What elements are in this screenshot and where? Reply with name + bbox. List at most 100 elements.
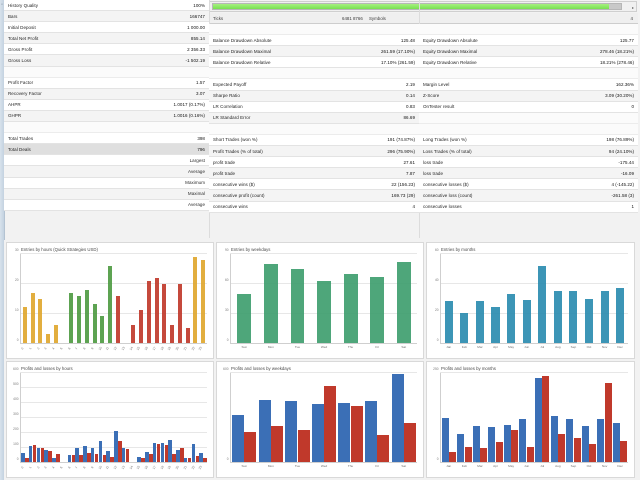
stat-value: -1 502.19 [185,58,205,64]
table-row[interactable]: consecutive profit (count) 169.73 (29) [209,190,419,202]
table-row[interactable]: Gross Profit 2 356.33 [4,44,209,56]
table-row[interactable]: Recovery Factor 3.07 [4,88,209,100]
table-row[interactable]: Initial Deposit 1 000.00 [4,22,209,34]
chart-bar [403,422,416,462]
stat-value: 0.14 [406,93,415,99]
stat-label: consecutive losses ($) [423,181,469,187]
chart-profits-losses-by-months[interactable]: Profits and losses by months 0 250 Jan Feb Ma… [426,361,635,478]
table-row[interactable]: Balance Drawdown Maximal 261.59 (17.10%) [209,46,419,58]
table-row[interactable]: consecutive wins ($) 22 (156.23) [209,179,419,191]
chart-x-tick-label: Oct [586,345,592,349]
table-row[interactable]: Balance Drawdown Absolute 125.48 [209,35,419,47]
table-row[interactable]: History Quality 100% [4,0,209,12]
table-row[interactable]: Profit Trades (% of total) 296 (75.90%) [209,146,419,158]
ticks-value: 6481 8766 [342,15,363,21]
stat-label: Maximum [185,180,205,186]
table-row[interactable]: OnTester result 0 [419,101,638,113]
chart-x-tick-label: Jan [446,345,452,349]
chart-bar [114,430,118,462]
table-row[interactable]: AHPR 1.0017 (0.17%) [4,99,209,111]
chart-profits-losses-by-hours[interactable]: Profits and losses by hours 0 100 200 300 400… [6,361,214,478]
chart-bar [160,442,165,462]
chart-profits-losses-by-weekdays[interactable]: Profits and losses by weekdays 0 600 Sun Mon… [216,361,424,478]
table-row[interactable] [419,68,638,80]
table-row[interactable]: Equity Drawdown Absolute 125.77 [419,35,638,47]
table-row[interactable]: Average [4,199,209,211]
table-row[interactable]: consecutive loss (count) -261.58 (3) [419,190,638,202]
table-row[interactable]: Gross Loss -1 502.19 [4,55,209,67]
chart-title: Profits and losses by hours [21,366,73,371]
chart-y-axis [440,254,441,344]
table-row[interactable]: Equity Drawdown Relative 18.21% (278.46) [419,57,638,69]
table-row[interactable]: Short Trades (won %) 191 (74.87%) [209,134,419,147]
chart-gridline [440,313,628,314]
table-row[interactable]: Long Trades (won %) 198 (76.89%) [419,134,638,147]
chart-bar-group [99,254,107,343]
chart-entries-by-hours[interactable]: Entries by hours (Quick Strategies USD) 0… [6,242,214,359]
gutter-marker-icon: ▪ [1,2,3,6]
table-row[interactable] [4,122,209,134]
table-row[interactable] [4,66,209,78]
stat-value: 1.0016 (0.16%) [173,113,205,119]
table-row[interactable]: Profit Factor 1.57 [4,77,209,89]
table-row[interactable]: loss trade -175.44 [419,157,638,169]
stat-label: profit trade [213,159,236,165]
chart-bar [92,304,97,343]
table-row[interactable]: Balance Drawdown Relative 17.10% (261.59) [209,57,419,69]
table-row[interactable]: Total Trades 398 [4,133,209,145]
chart-entries-by-months[interactable]: Entries by months 0 20 40 60 Jan Feb Mar Apr May J… [426,242,635,359]
table-row[interactable] [209,24,419,36]
table-row[interactable]: Maximum [4,177,209,189]
table-row[interactable]: GHPR 1.0016 (0.16%) [4,110,209,123]
table-row[interactable]: Maximal [4,188,209,200]
table-row[interactable]: LR Standard Error 86.69 [209,112,419,124]
chart-x-axis [230,343,417,344]
table-row[interactable]: Total Deals 796 [4,144,209,156]
chart-bar [589,443,597,462]
chart-bar [538,265,547,343]
chart-bar [98,440,103,462]
table-row[interactable]: loss trade -16.09 [419,168,638,180]
table-row[interactable]: consecutive losses 1 [419,201,638,213]
table-row[interactable]: profit trade 7.87 [209,168,419,180]
table-row[interactable]: Bars 166747 [4,11,209,23]
chart-bar-group [457,254,473,343]
chart-bar-group [83,254,91,343]
table-row[interactable]: Loss Trades (% of total) 94 (24.10%) [419,146,638,158]
table-row[interactable]: LR Correlation 0.83 [209,101,419,113]
table-row[interactable] [419,112,638,124]
stat-value: 27.61 [403,159,415,165]
chart-bar-group [83,373,91,462]
chart-entries-by-weekdays[interactable]: Entries by weekdays 0 30 60 90 Sun Mon Tue Wed Th… [216,242,424,359]
table-row[interactable]: Margin Level 162.36% [419,79,638,91]
chart-x-axis [230,462,417,463]
table-row[interactable] [419,123,638,135]
chart-bar [290,268,305,343]
chart-bar-group [176,373,184,462]
chart-bar [48,450,52,462]
table-row[interactable] [209,68,419,80]
chart-bar-group [231,254,258,343]
chart-bar [377,434,390,462]
table-row[interactable]: Largest [4,155,209,167]
table-row[interactable] [209,123,419,135]
table-row[interactable]: Average [4,166,209,178]
chart-x-tick-label: Mon [267,345,274,349]
scroll-right-icon[interactable]: ▸ [631,5,634,10]
table-row[interactable]: consecutive losses ($) 4 (-145.22) [419,179,638,191]
table-row[interactable]: Expected Payoff 2.19 [209,79,419,91]
chart-bar-group [472,254,488,343]
table-row[interactable]: Total Net Profit 855.14 [4,33,209,45]
chart-bar-group [566,254,582,343]
table-row[interactable]: Equity Drawdown Maximal 278.46 (18.21%) [419,46,638,58]
chart-bar [343,273,358,343]
chart-y-tick-label: 0 [16,457,19,461]
table-row[interactable]: Z-Score 3.09 (30.20%) [419,90,638,102]
table-row[interactable] [419,24,638,36]
chart-x-tick-label: Jul [540,345,545,349]
table-row[interactable]: consecutive wins 4 [209,201,419,213]
table-row[interactable]: Sharpe Ratio 0.14 [209,90,419,102]
table-row[interactable]: profit trade 27.61 [209,157,419,169]
chart-y-axis [230,373,231,463]
stat-label: Equity Drawdown Relative [423,59,477,65]
